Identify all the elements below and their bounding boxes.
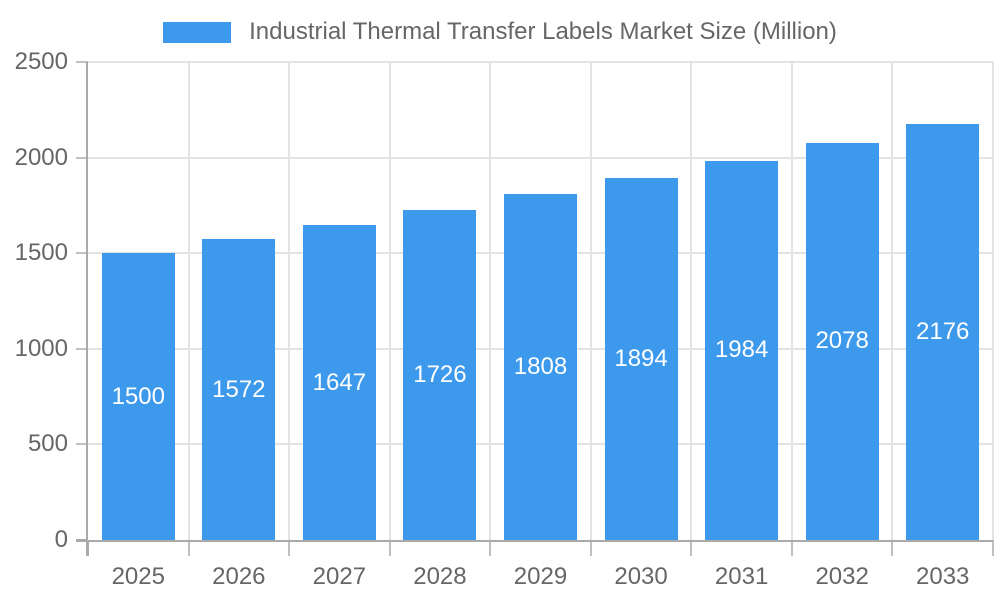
- bar-value-label: 1984: [714, 336, 769, 364]
- bar-value-label: 1500: [111, 382, 165, 410]
- bar-value-label: 1726: [413, 360, 467, 388]
- gridline-vertical: [589, 62, 592, 540]
- gridline-vertical: [288, 62, 291, 540]
- bar-value-label: 1894: [614, 344, 668, 372]
- y-axis-tick-label: 2000: [14, 143, 68, 171]
- bar-2032[interactable]: [805, 142, 879, 540]
- x-axis-tick: [388, 540, 391, 556]
- x-axis-tick-label: 2030: [614, 563, 668, 590]
- legend-label: Industrial Thermal Transfer Labels Marke…: [249, 18, 837, 45]
- y-axis-tick: [76, 156, 88, 159]
- y-axis-tick: [76, 443, 88, 446]
- y-axis-line: [86, 62, 88, 556]
- bar-value-label: 1572: [212, 375, 266, 403]
- y-axis-tick-label: 500: [27, 430, 68, 458]
- x-axis-tick-label: 2025: [111, 563, 165, 590]
- x-axis-tick-label: 2026: [212, 563, 266, 590]
- x-axis-tick-label: 2031: [714, 563, 769, 590]
- bar-value-label: 1647: [312, 368, 367, 396]
- gridline-vertical: [187, 62, 190, 540]
- x-axis-tick-label: 2028: [413, 563, 467, 590]
- x-axis-tick-label: 2033: [916, 563, 970, 590]
- bar-value-label: 2078: [815, 327, 869, 355]
- bar-2033[interactable]: [906, 123, 980, 540]
- x-axis-tick: [187, 540, 190, 556]
- y-axis-tick-label: 1000: [14, 334, 68, 362]
- chart-legend[interactable]: Industrial Thermal Transfer Labels Marke…: [0, 18, 1000, 46]
- x-axis-tick: [489, 540, 492, 556]
- bar-2029[interactable]: [504, 194, 577, 540]
- x-axis-tick: [589, 540, 592, 556]
- legend-swatch: [163, 21, 232, 43]
- bar-2027[interactable]: [302, 225, 376, 540]
- bar-value-label: 1808: [513, 353, 568, 381]
- y-axis-tick-label: 2500: [14, 48, 68, 75]
- y-axis-tick: [76, 61, 88, 63]
- gridline-horizontal: [88, 61, 993, 63]
- bar-2026[interactable]: [202, 239, 276, 540]
- gridline-vertical: [690, 62, 693, 540]
- x-axis-tick: [288, 540, 291, 556]
- bar-2025[interactable]: [101, 253, 175, 540]
- gridline-vertical: [489, 62, 492, 540]
- x-axis-tick: [891, 540, 894, 556]
- gridline-vertical: [388, 62, 391, 540]
- x-axis-line: [76, 540, 993, 542]
- bar-value-label: 2176: [916, 317, 970, 345]
- y-axis-tick: [76, 347, 88, 350]
- x-axis-tick: [690, 540, 693, 556]
- y-axis-tick-label: 0: [54, 526, 68, 553]
- gridline-vertical: [992, 62, 994, 540]
- y-axis-tick-label: 1500: [14, 239, 68, 267]
- y-axis-tick: [76, 252, 88, 255]
- gridline-vertical: [891, 62, 894, 540]
- gridline-vertical: [790, 62, 793, 540]
- bar-2028[interactable]: [403, 209, 477, 540]
- x-axis-tick: [87, 540, 89, 556]
- bar-2030[interactable]: [604, 177, 678, 540]
- x-axis-tick: [992, 540, 994, 556]
- x-axis-tick-label: 2032: [815, 563, 869, 590]
- gridline-horizontal: [88, 156, 993, 159]
- x-axis-tick-label: 2029: [513, 563, 568, 590]
- x-axis-tick: [790, 540, 793, 556]
- x-axis-tick-label: 2027: [312, 563, 367, 590]
- bar-2031[interactable]: [705, 160, 779, 540]
